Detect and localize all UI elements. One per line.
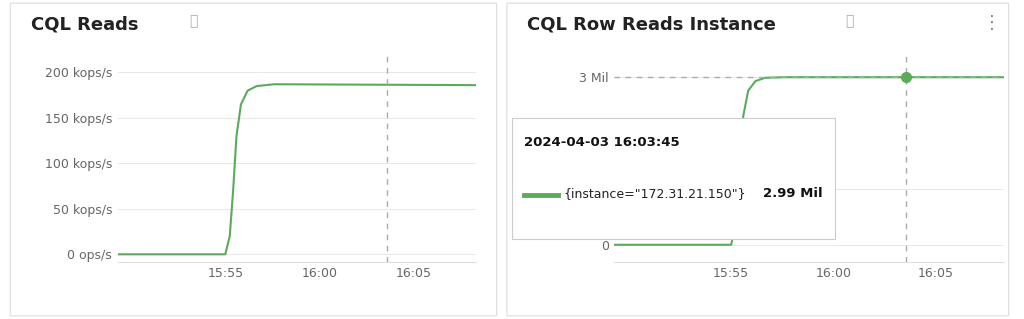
Text: CQL Row Reads Instance: CQL Row Reads Instance bbox=[527, 16, 776, 34]
Text: ⓘ: ⓘ bbox=[189, 14, 198, 28]
Text: 2.99 Mil: 2.99 Mil bbox=[763, 187, 822, 200]
Text: CQL Reads: CQL Reads bbox=[31, 16, 138, 34]
Text: {instance="172.31.21.150"}: {instance="172.31.21.150"} bbox=[563, 187, 745, 200]
Text: 2024-04-03 16:03:45: 2024-04-03 16:03:45 bbox=[524, 136, 680, 149]
Text: ⋮: ⋮ bbox=[983, 14, 1001, 32]
Text: ⓘ: ⓘ bbox=[845, 14, 853, 28]
